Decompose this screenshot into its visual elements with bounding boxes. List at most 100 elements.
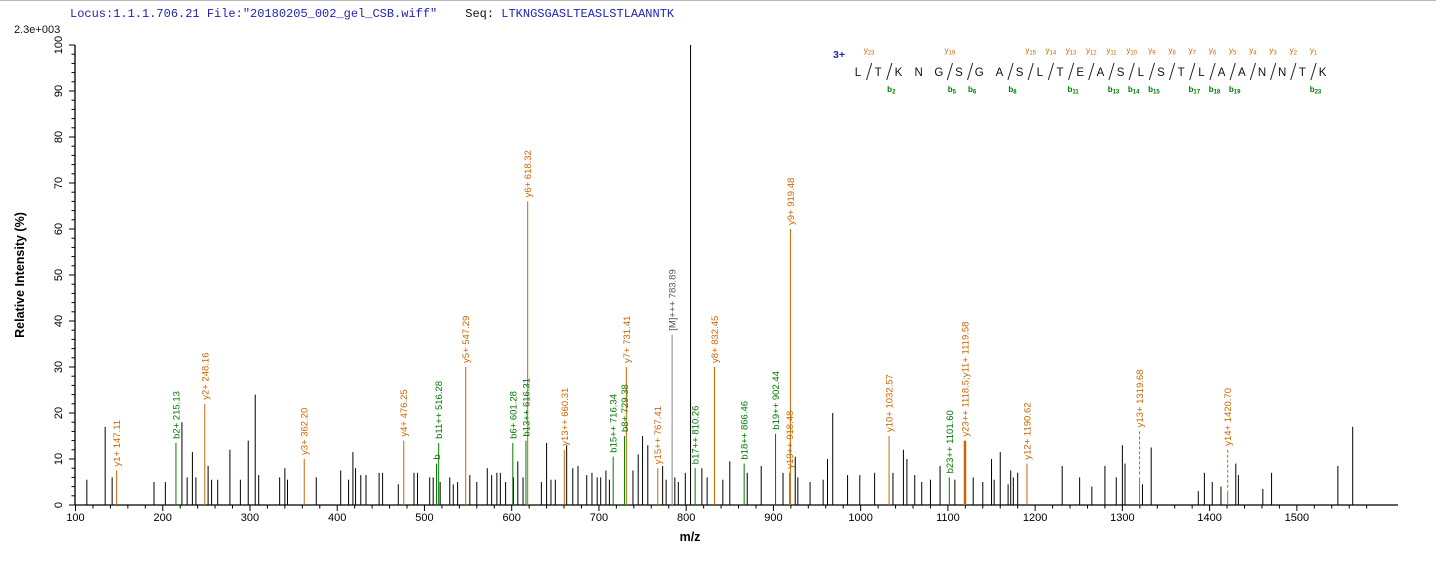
residue-letter: K: [1319, 67, 1327, 79]
residue-letter: G: [934, 67, 943, 79]
y-ion-label: y19: [945, 46, 956, 57]
precursor-charge-label: 3+: [833, 49, 845, 61]
fragmentation-mark: [946, 62, 953, 81]
peak-annotation-label: b: [432, 454, 443, 459]
peak-annotation-label: b18++ 866.46: [740, 401, 751, 460]
y-ion-label: y23: [864, 46, 875, 57]
fragmentation-mark: [1209, 62, 1216, 81]
seq-label: Seq:: [465, 7, 495, 21]
peak-annotation-label: b19++ 902.44: [771, 371, 782, 430]
y-tick-label: 0: [53, 502, 65, 508]
fragmentation-mark: [1108, 62, 1115, 81]
b-ion-label: b2: [887, 85, 896, 96]
residue-letter: L: [1198, 67, 1205, 79]
peak-annotation-label: [M]+++ 783.89: [668, 269, 679, 331]
peak-annotation-label: y13++ 660.31: [560, 388, 571, 446]
x-tick-label: 100: [66, 512, 84, 524]
y-tick-label: 40: [53, 315, 65, 327]
y-ion-label: y6: [1209, 46, 1217, 57]
y-tick-label: 20: [53, 407, 65, 419]
b-ion-label: b19: [1229, 85, 1241, 96]
residue-letter: T: [1299, 67, 1306, 79]
y-ion-label: y15: [1025, 46, 1036, 57]
y-ion-label: y1: [1310, 46, 1318, 57]
b-ion-label: b18: [1209, 85, 1221, 96]
residue-letter: T: [875, 67, 882, 79]
x-tick-label: 1300: [1110, 512, 1134, 524]
y-ion-label: y13: [1066, 46, 1077, 57]
residue-letter: A: [996, 67, 1004, 79]
fragmentation-mark: [1068, 62, 1075, 81]
peak-annotation-label: b2+ 215.13: [171, 391, 182, 439]
title-bar: Locus:1.1.1.706.21 File:"20180205_002_ge…: [70, 7, 674, 21]
y-tick-label: 70: [53, 177, 65, 189]
peak-labels: y1+ 147.11 b2+ 215.13 y2+ 248.16 y3+ 362.20…: [112, 150, 1234, 473]
fragmentation-mark: [1229, 62, 1236, 81]
peak-annotation-label: y19++ 918.48: [785, 411, 796, 469]
locus-file-label: Locus:1.1.1.706.21 File:"20180205_002_ge…: [70, 7, 438, 21]
residue-letter: A: [1238, 67, 1246, 79]
residue-letter: N: [1278, 67, 1286, 79]
peak-annotation-label: y6+ 618.32: [523, 150, 534, 197]
peak-annotation-label: y1+ 147.11: [112, 420, 123, 467]
y-tick-label: 50: [53, 269, 65, 281]
peak-annotation-label: y2+ 248.16: [200, 353, 211, 400]
peak-annotation-label: y23++ 1118.5;y11+ 1119.58: [960, 322, 971, 437]
fragmentation-mark: [967, 62, 974, 81]
y-axis-title: Relative Intensity (%): [13, 212, 27, 338]
x-tick-label: 200: [154, 512, 172, 524]
residue-letter: K: [895, 67, 903, 79]
fragmentation-mark: [1270, 62, 1277, 81]
peak-annotation-label: y15++ 767.41: [653, 406, 664, 464]
y-tick-label: 100: [53, 36, 65, 54]
peak-annotation-label: y4+ 476.25: [399, 389, 410, 436]
peak-annotation-label: y3+ 362.20: [300, 408, 311, 455]
y-ion-label: y4: [1249, 46, 1257, 57]
fragmentation-mark: [886, 62, 893, 81]
residue-letter: T: [1056, 67, 1063, 79]
fragmentation-mark: [1088, 62, 1095, 81]
residue-letter: E: [1076, 67, 1084, 79]
peak-annotation-label: y9+ 919.48: [786, 178, 797, 225]
y-tick-label: 80: [53, 131, 65, 143]
peak-annotation-label: y13+ 1319.68: [1135, 370, 1146, 428]
y-tick-label: 30: [53, 361, 65, 373]
b-ion-label: b13: [1108, 85, 1120, 96]
y-tick-label: 90: [53, 85, 65, 97]
residue-letter: S: [1016, 67, 1024, 79]
y-tick-label: 10: [53, 453, 65, 465]
fragmentation-mark: [1290, 62, 1297, 81]
peak-annotation-label: y10+ 1032.57: [885, 374, 896, 432]
residue-letter: A: [1218, 67, 1226, 79]
residue-letter: L: [1037, 67, 1044, 79]
peak-annotation-label: b8+ 729.38: [620, 384, 631, 432]
fragmentation-mark: [1310, 62, 1317, 81]
y-ion-label: y14: [1046, 46, 1057, 57]
b-ion-label: b17: [1189, 85, 1201, 96]
residue-letter: S: [1117, 67, 1125, 79]
peak-annotation-label: b13++ 616.31: [521, 378, 532, 437]
fragmentation-mark: [1007, 62, 1014, 81]
peak-annotation-label: b17++ 810.26: [691, 406, 702, 465]
x-tick-label: 1100: [936, 512, 960, 524]
x-tick-label: 1500: [1285, 512, 1309, 524]
peak-annotation-label: b23++ 1101.60: [945, 410, 956, 473]
y-ion-label: y3: [1269, 46, 1277, 57]
x-tick-label: 400: [328, 512, 346, 524]
max-intensity-label: 2.3e+003: [14, 24, 61, 36]
y-ion-label: y7: [1189, 46, 1197, 57]
residue-letter: G: [975, 67, 984, 79]
axes: 100 200 300 400 500 600 700 800 900 1000 1100 1200 1…: [13, 36, 1398, 544]
b-ion-label: b11: [1067, 85, 1079, 96]
residue-letter: L: [855, 67, 862, 79]
y-ion-label: y8: [1168, 46, 1176, 57]
x-tick-label: 600: [503, 512, 521, 524]
peak-annotation-label: y5+ 547.29: [461, 316, 472, 363]
x-axis-title: m/z: [680, 530, 701, 544]
b-ion-label: b5: [948, 85, 957, 96]
x-tick-label: 1400: [1197, 512, 1221, 524]
fragmentation-mark: [866, 62, 873, 81]
x-tick-label: 700: [590, 512, 608, 524]
x-tick-label: 900: [764, 512, 782, 524]
